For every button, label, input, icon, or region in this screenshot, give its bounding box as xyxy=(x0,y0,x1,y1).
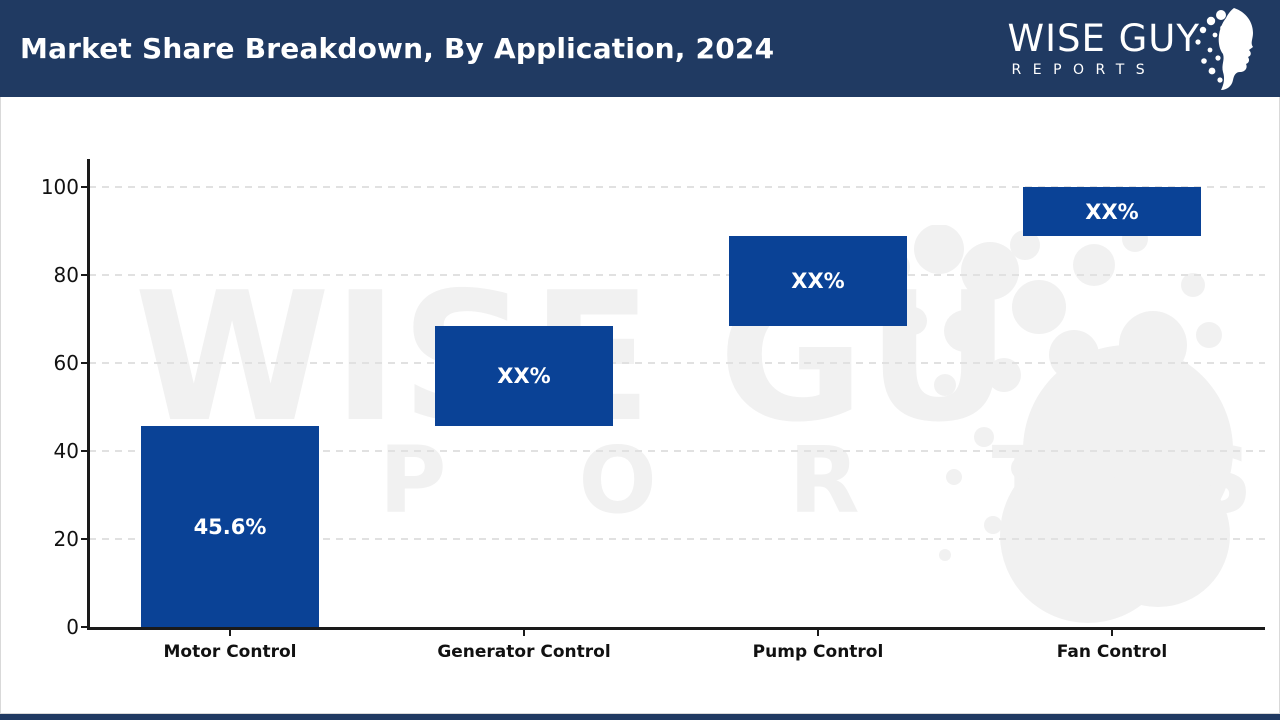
y-tick-label: 100 xyxy=(40,175,79,199)
footer-bar xyxy=(0,713,1280,720)
y-tick-label: 60 xyxy=(53,351,79,375)
y-tick-mark xyxy=(81,186,89,188)
bar-generator-control: XX% xyxy=(435,326,613,427)
logo-subtitle: REPORTS xyxy=(1011,62,1157,78)
y-gridline xyxy=(89,274,1265,276)
dotted-head-icon xyxy=(1195,7,1253,90)
x-category-label: Pump Control xyxy=(752,642,884,662)
x-category-label: Generator Control xyxy=(437,642,611,662)
y-gridline xyxy=(89,186,1265,188)
y-gridline xyxy=(89,362,1265,364)
x-tick-mark xyxy=(817,629,819,636)
y-tick-label: 40 xyxy=(53,439,79,463)
y-axis-line xyxy=(87,159,90,629)
y-tick-mark xyxy=(81,538,89,540)
bar-fan-control: XX% xyxy=(1023,187,1201,237)
bar-motor-control: 45.6% xyxy=(141,426,319,627)
logo-text: WISE GUY REPORTS xyxy=(1008,20,1200,77)
y-tick-label: 0 xyxy=(66,615,79,639)
wiseguy-logo: WISE GUY REPORTS xyxy=(1008,6,1262,92)
bar-value-label: XX% xyxy=(791,269,845,294)
x-tick-mark xyxy=(523,629,525,636)
y-gridline xyxy=(89,450,1265,452)
chart-title: Market Share Breakdown, By Application, … xyxy=(20,32,775,65)
bar-value-label: XX% xyxy=(497,364,551,389)
logo-wordmark: WISE GUY xyxy=(1007,17,1200,60)
bar-pump-control: XX% xyxy=(729,236,907,327)
bar-value-label: 45.6% xyxy=(193,514,267,539)
chart-area: WISE GU P O R T S 0 20 40 6 xyxy=(0,97,1280,713)
plot-area: 0 20 40 60 80 100 45.6% Motor Control XX% Generat… xyxy=(1,97,1279,713)
x-tick-mark xyxy=(1111,629,1113,636)
y-tick-label: 20 xyxy=(53,527,79,551)
x-category-label: Motor Control xyxy=(163,642,297,662)
y-tick-mark xyxy=(81,450,89,452)
bar-value-label: XX% xyxy=(1085,199,1139,224)
y-tick-label: 80 xyxy=(53,263,79,287)
x-category-label: Fan Control xyxy=(1056,642,1168,662)
y-gridline xyxy=(89,538,1265,540)
x-tick-mark xyxy=(229,629,231,636)
header-bar: Market Share Breakdown, By Application, … xyxy=(0,0,1280,97)
x-axis-line xyxy=(87,627,1265,630)
y-tick-mark xyxy=(81,274,89,276)
y-tick-mark xyxy=(81,362,89,364)
y-tick-mark xyxy=(81,626,89,628)
